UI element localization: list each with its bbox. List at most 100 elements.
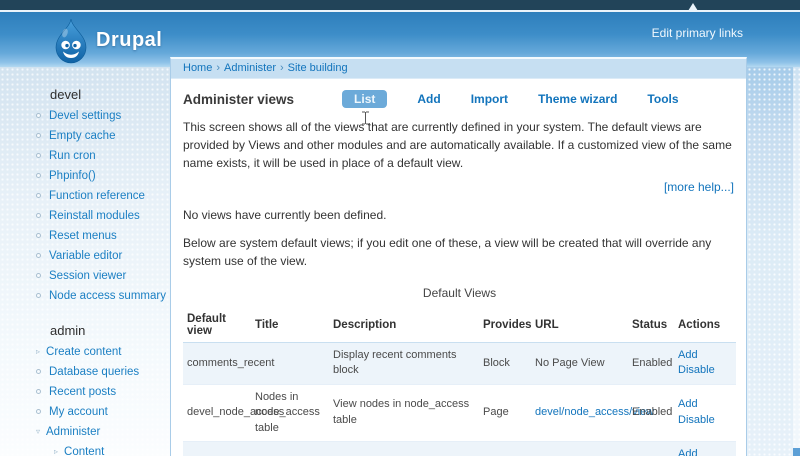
circle-bullet-icon: [36, 173, 41, 178]
circle-bullet-icon: [36, 293, 41, 298]
disable-link[interactable]: Disable: [678, 413, 715, 426]
table-row-devel-node-access: devel_node_access Nodes in node_access t…: [183, 384, 736, 442]
circle-bullet-icon: [36, 233, 41, 238]
circle-bullet-icon: [36, 253, 41, 258]
tabs: List Add Import Theme wizard Tools: [342, 90, 679, 108]
circle-bullet-icon: [36, 113, 41, 118]
sidebar-item-variable-editor[interactable]: Variable editor: [36, 249, 170, 263]
circle-bullet-icon: [36, 273, 41, 278]
cell-actions: Add Disable: [674, 384, 736, 442]
sidebar-item-database-queries[interactable]: Database queries: [36, 365, 170, 379]
circle-bullet-icon: [36, 409, 41, 414]
col-title: Title: [251, 308, 329, 343]
sidebar-item-devel-settings[interactable]: Devel settings: [36, 109, 170, 123]
cell-actions: Add Disable: [674, 342, 736, 385]
sidebar-item-recent-posts[interactable]: Recent posts: [36, 385, 170, 399]
table-header-row: Default view Title Description Provides …: [183, 308, 736, 343]
page-title: Administer views: [183, 91, 295, 107]
cell-name: comments_recent: [183, 342, 274, 385]
breadcrumb: Home › Administer › Site building: [171, 59, 746, 79]
edit-primary-links-link[interactable]: Edit primary links: [651, 26, 743, 40]
sidebar-item-node-access-summary[interactable]: Node access summary: [36, 289, 170, 303]
tab-theme-wizard[interactable]: Theme wizard: [538, 92, 618, 106]
sidebar-section-admin: admin ▹ Create content Database queries R…: [36, 323, 170, 456]
sidebar-item-my-account[interactable]: My account: [36, 405, 170, 419]
table-row-frontpage: frontpage The basic front page view. Pag…: [183, 441, 736, 456]
expanded-triangle-icon: ▿: [36, 427, 41, 436]
col-default-view: Default view: [183, 308, 251, 343]
cell-description: Display recent comments block: [329, 342, 479, 385]
cell-url: devel/node_access/view: [531, 384, 654, 442]
col-description: Description: [329, 308, 479, 343]
no-views-text: No views have currently been defined.: [183, 208, 387, 222]
circle-bullet-icon: [36, 153, 41, 158]
circle-bullet-icon: [36, 213, 41, 218]
sidebar-item-reinstall-modules[interactable]: Reinstall modules: [36, 209, 170, 223]
breadcrumb-administer-link[interactable]: Administer: [224, 62, 276, 74]
circle-bullet-icon: [36, 369, 41, 374]
cell-status: Enabled: [628, 384, 674, 442]
cell-title: [251, 441, 329, 456]
tab-tools[interactable]: Tools: [647, 92, 679, 106]
tab-list[interactable]: List: [342, 90, 388, 108]
add-link[interactable]: Add: [678, 349, 698, 361]
cell-title: [251, 342, 329, 385]
circle-bullet-icon: [36, 193, 41, 198]
sidebar-item-create-content[interactable]: ▹ Create content: [36, 346, 122, 358]
site-name: Drupal: [96, 29, 163, 51]
table-caption: Default Views: [422, 286, 497, 300]
sidebar-item-run-cron[interactable]: Run cron: [36, 149, 170, 163]
sidebar: devel Devel settings Empty cache Run cro…: [0, 67, 170, 456]
cell-actions: Add Disable: [674, 441, 736, 456]
sidebar-item-empty-cache[interactable]: Empty cache: [36, 129, 170, 143]
url-link[interactable]: devel/node_access/view: [535, 406, 655, 419]
sidebar-item-content-management[interactable]: ▹Content management: [54, 446, 105, 456]
cell-name: frontpage: [183, 441, 251, 456]
col-status: Status: [628, 308, 674, 343]
col-url: URL: [531, 308, 628, 343]
add-link[interactable]: Add: [678, 447, 698, 456]
right-gutter: [747, 67, 800, 456]
intro-text: This screen shows all of the views that …: [183, 120, 732, 170]
table-row-comments-recent: comments_recent Display recent comments …: [183, 342, 736, 385]
sidebar-item-reset-menus[interactable]: Reset menus: [36, 229, 170, 243]
circle-bullet-icon: [36, 133, 41, 138]
sidebar-item-phpinfo[interactable]: Phpinfo(): [36, 169, 170, 183]
default-views-note: Below are system default views; if you e…: [183, 236, 712, 268]
sidebar-section-title: admin: [50, 323, 86, 338]
cell-description: The basic front page view.: [329, 441, 479, 456]
sidebar-item-function-reference[interactable]: Function reference: [36, 189, 170, 203]
sidebar-item-session-viewer[interactable]: Session viewer: [36, 269, 170, 283]
top-bar: [0, 0, 800, 10]
sidebar-section-devel: devel Devel settings Empty cache Run cro…: [36, 87, 170, 303]
circle-bullet-icon: [36, 389, 41, 394]
breadcrumb-separator: ›: [279, 62, 284, 74]
more-help-link[interactable]: [more help...]: [663, 180, 734, 194]
sidebar-section-title: devel: [50, 87, 82, 102]
cell-title: Nodes in node_access table: [251, 384, 329, 442]
cell-provides: Page: [479, 384, 531, 442]
cell-status: Enabled: [628, 441, 674, 456]
tab-import[interactable]: Import: [470, 92, 509, 106]
scrollbar-track[interactable]: [793, 67, 800, 456]
cell-name: devel_node_access: [183, 384, 284, 442]
content-card: Home › Administer › Site building Administer…: [170, 57, 747, 456]
disable-link[interactable]: Disable: [678, 364, 715, 377]
add-link[interactable]: Add: [678, 398, 698, 411]
scrollbar-thumb[interactable]: [793, 448, 800, 456]
collapsed-triangle-icon: ▹: [36, 347, 41, 356]
title-row: Administer views List Add Import Theme w…: [171, 79, 746, 112]
col-provides: Provides: [479, 308, 532, 343]
sidebar-item-administer[interactable]: ▿ Administer: [36, 426, 101, 438]
default-views-table: Default Views Default view Title Descrip…: [183, 280, 736, 456]
cell-status: Enabled: [628, 342, 674, 385]
cell-url: frontpage: [531, 441, 628, 456]
collapsed-triangle-icon: ▹: [54, 447, 59, 456]
cell-provides: Page: [479, 441, 531, 456]
cell-provides: Block: [479, 342, 531, 385]
tab-add[interactable]: Add: [417, 92, 441, 106]
breadcrumb-site-building-link[interactable]: Site building: [287, 62, 348, 74]
sidebar-administer-children: ▹Content management ▿Site building: [54, 445, 170, 456]
breadcrumb-home-link[interactable]: Home: [183, 62, 213, 74]
cell-url: No Page View: [531, 342, 628, 385]
